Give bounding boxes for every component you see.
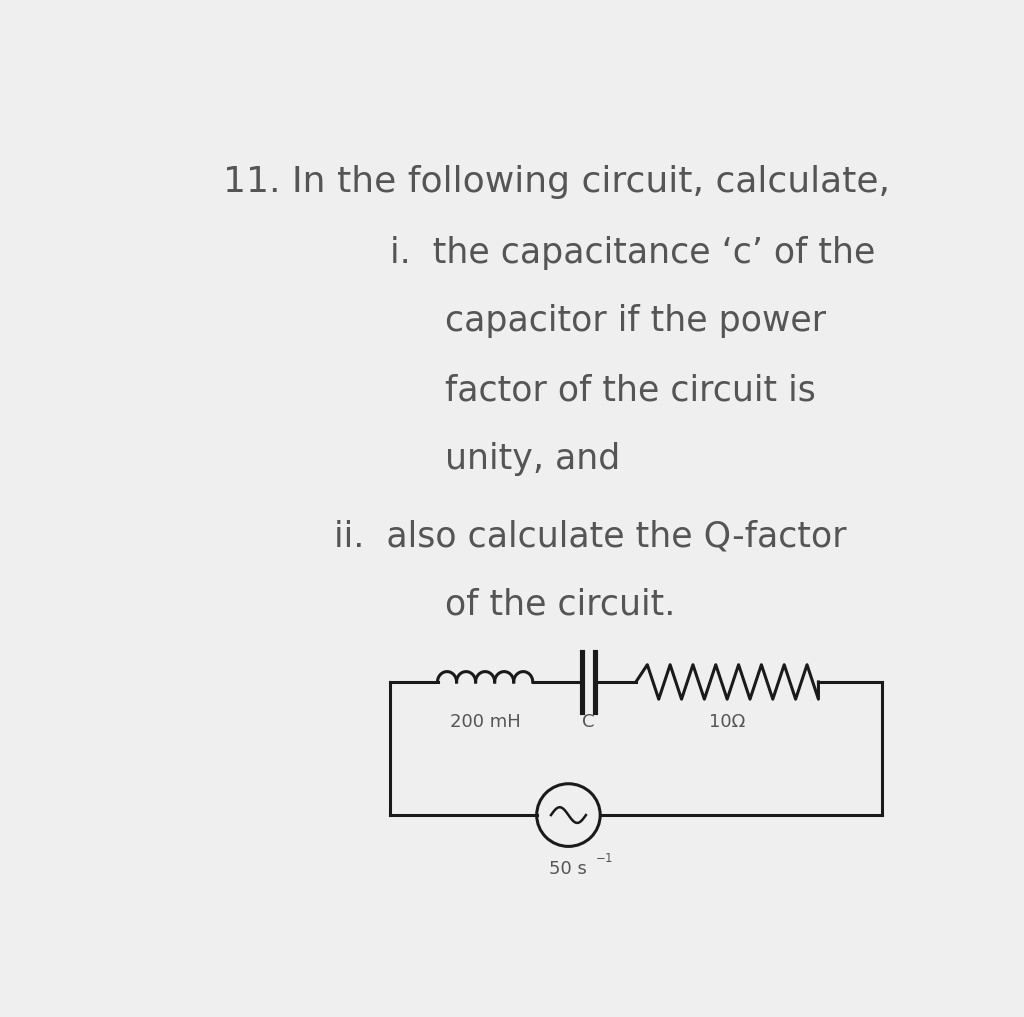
Text: ii.  also calculate the Q-factor: ii. also calculate the Q-factor — [334, 519, 847, 553]
Text: C: C — [582, 713, 595, 731]
Text: $^{-1}$: $^{-1}$ — [595, 854, 613, 873]
Text: 11. In the following circuit, calculate,: 11. In the following circuit, calculate, — [223, 165, 890, 199]
Text: 50 s: 50 s — [549, 860, 587, 879]
Text: capacitor if the power: capacitor if the power — [445, 304, 826, 339]
Text: i.  the capacitance ‘c’ of the: i. the capacitance ‘c’ of the — [390, 236, 876, 270]
Text: of the circuit.: of the circuit. — [445, 588, 676, 622]
Text: unity, and: unity, and — [445, 442, 621, 476]
Text: 200 mH: 200 mH — [450, 713, 520, 731]
Text: 10Ω: 10Ω — [709, 713, 745, 731]
Text: factor of the circuit is: factor of the circuit is — [445, 373, 816, 408]
